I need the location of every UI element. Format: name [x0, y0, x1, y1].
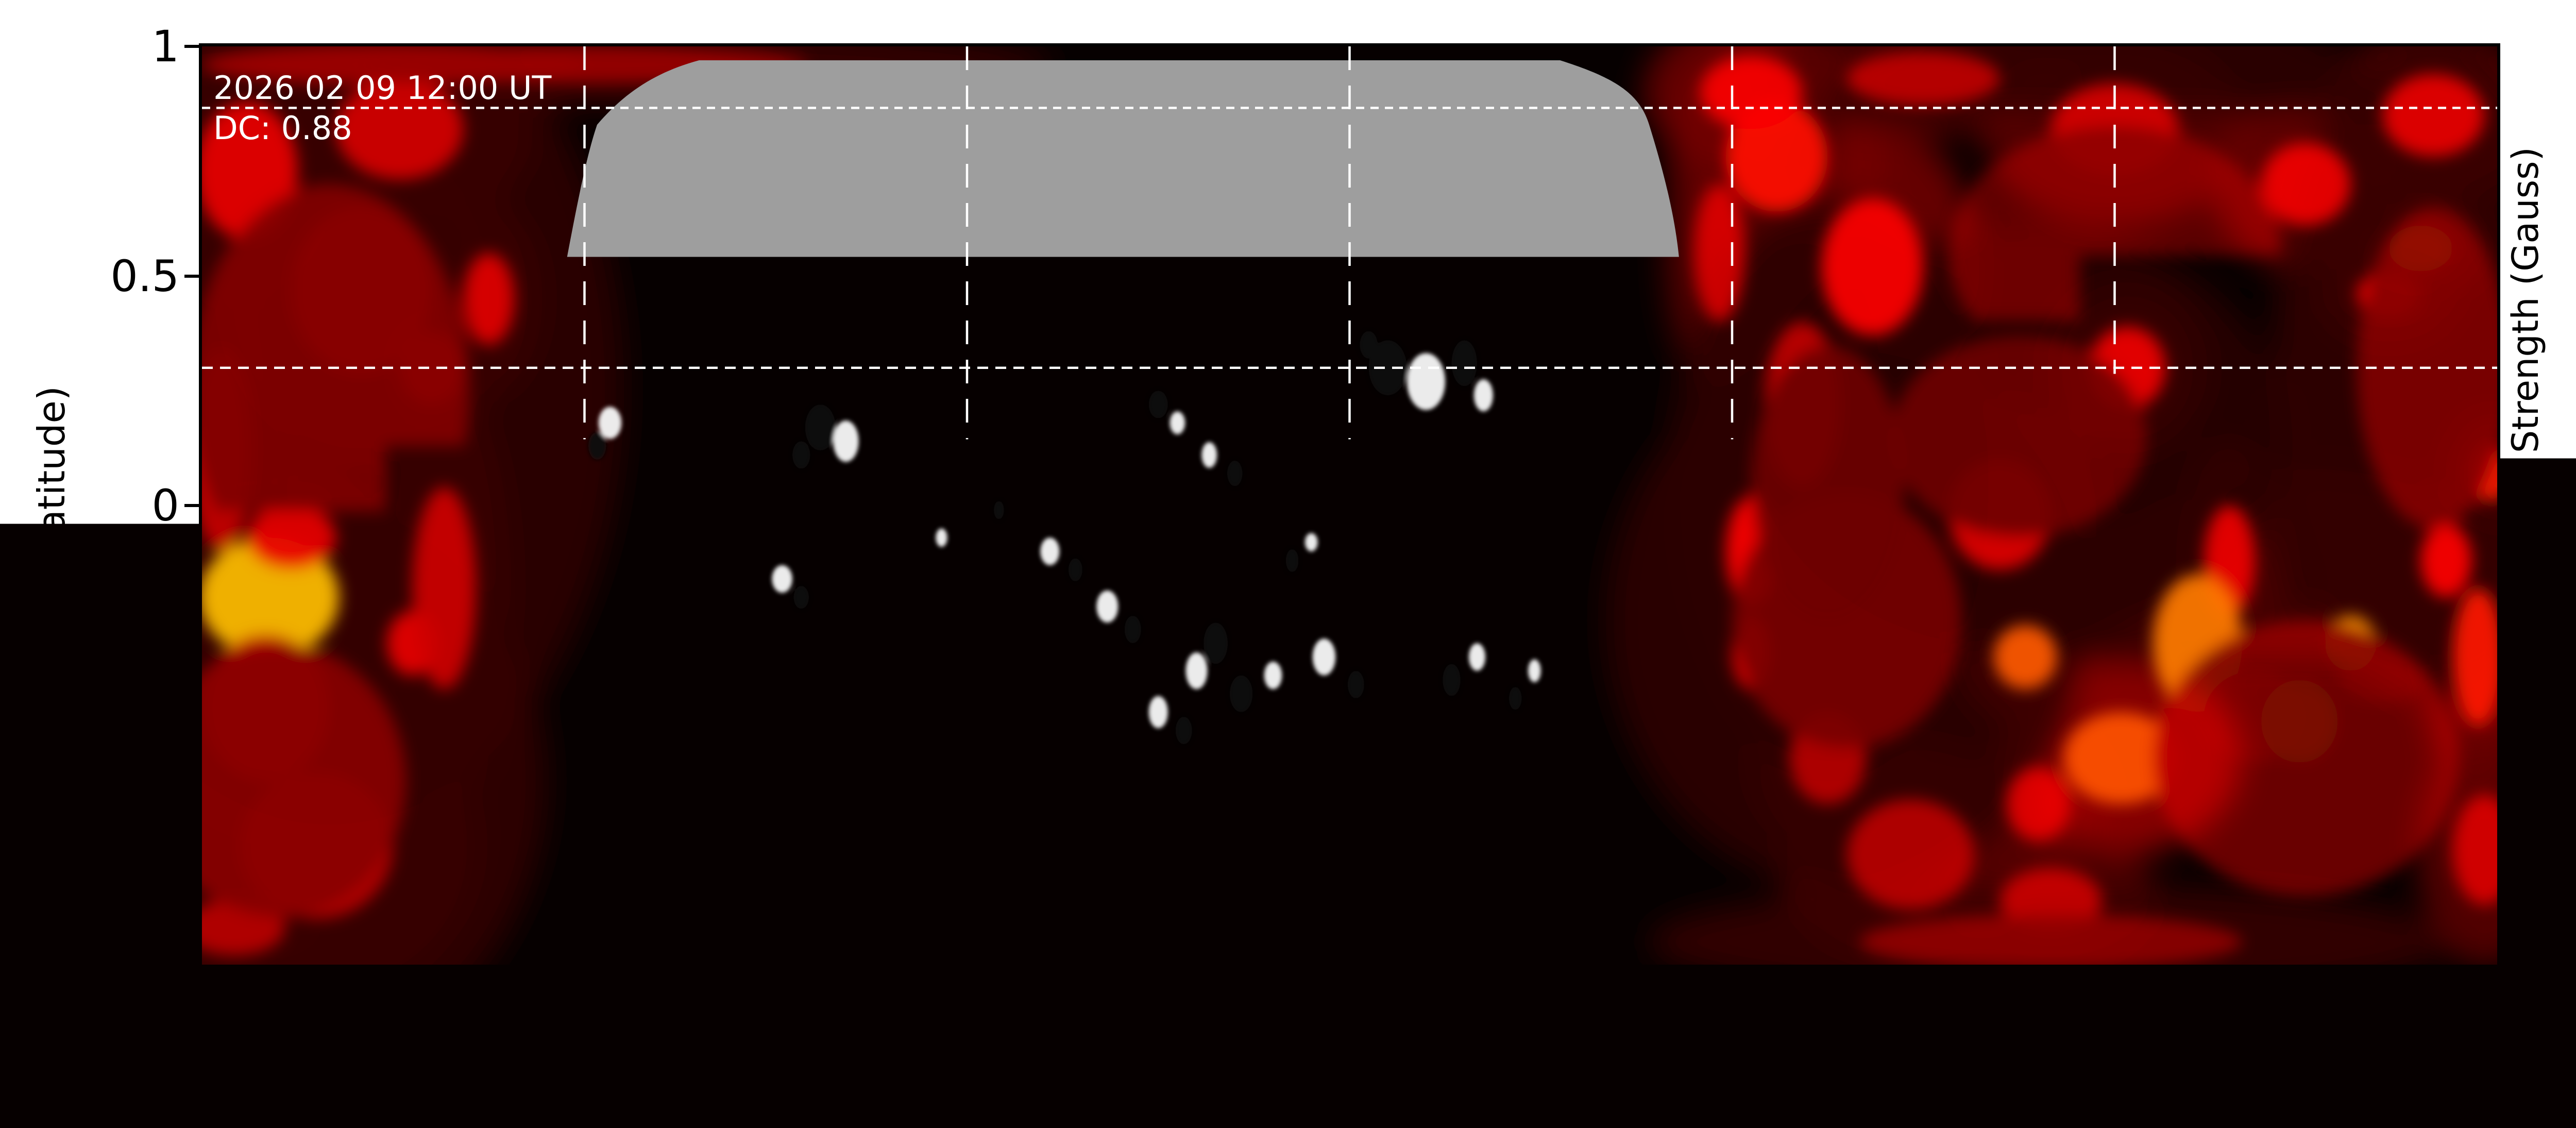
nisp-wordmark: NISP — [2379, 904, 2464, 942]
active-region — [1201, 442, 1217, 468]
farside-colorbar-label: Farside Magnetic Field Strength (Gauss) — [2504, 0, 2547, 1072]
active-region — [1474, 379, 1493, 411]
active-region — [1125, 616, 1141, 643]
active-region — [936, 529, 947, 547]
farside-blob — [1694, 184, 1745, 322]
farside-blob — [2382, 74, 2484, 156]
x-tick-label: 180 — [1273, 987, 1427, 1038]
active-region — [792, 441, 810, 468]
x-tick-mark — [1348, 968, 1351, 981]
active-region — [1040, 537, 1059, 565]
farside-blob — [1821, 198, 1923, 335]
y-tick-mark — [184, 734, 199, 737]
x-tick-label: 300 — [2038, 987, 2192, 1038]
farside-blob — [1700, 56, 1802, 129]
active-region — [1069, 558, 1082, 581]
magnetogram-plot: NSO INTEGRATED SYNOPTIC PROGRAMNISP — [202, 46, 2497, 965]
x-axis-label: Carrington Longitude — [835, 1054, 1865, 1097]
y-tick-label: -0.5 — [56, 710, 179, 761]
x-tick-label: 120 — [890, 987, 1044, 1038]
active-region — [772, 565, 792, 593]
active-region — [1509, 687, 1522, 710]
active-region — [793, 586, 809, 609]
active-region — [1528, 659, 1541, 682]
active-region — [1170, 411, 1185, 434]
farside-blob — [2421, 524, 2472, 598]
y-tick-label: 0.5 — [56, 250, 179, 302]
active-region — [833, 420, 859, 462]
x-tick-mark — [2496, 968, 2499, 981]
y-tick-label: 1 — [56, 21, 179, 72]
x-tick-mark — [1731, 968, 1734, 981]
farside-blob — [1993, 625, 2057, 689]
active-region — [1286, 549, 1299, 573]
frontside-region — [520, 60, 1694, 958]
x-tick-label: 240 — [1655, 987, 1809, 1038]
active-region — [1227, 461, 1243, 486]
x-tick-label: 60 — [507, 987, 662, 1038]
sun-core — [2412, 876, 2427, 890]
active-region — [1149, 696, 1168, 728]
active-region — [994, 501, 1004, 519]
active-region — [1230, 676, 1253, 712]
active-region — [1360, 331, 1378, 358]
farside-blob — [1751, 345, 1904, 620]
y-tick-mark — [184, 963, 199, 966]
figure: Sin(Latitude) NSO INTEGRATED SYNOPTIC PR… — [0, 0, 2576, 1128]
active-region — [1443, 664, 1461, 696]
x-tick-label: 360 — [2420, 987, 2574, 1038]
active-region — [588, 432, 606, 459]
farside-blob — [1891, 335, 2146, 537]
farside-blob — [463, 253, 514, 345]
farside-blob — [1847, 51, 2000, 106]
active-region — [1305, 533, 1318, 551]
y-tick-label: -1 — [56, 939, 179, 990]
timestamp-annotation: 2026 02 09 12:00 UT — [213, 71, 551, 105]
x-tick-mark — [965, 968, 969, 981]
y-tick-mark — [184, 45, 199, 48]
x-tick-mark — [2113, 968, 2116, 981]
active-region — [1096, 591, 1118, 622]
farside-blob — [2006, 767, 2070, 841]
active-region — [1149, 391, 1168, 418]
x-tick-mark — [583, 968, 586, 981]
active-region — [1264, 662, 1282, 689]
active-region — [1452, 340, 1478, 386]
active-region — [805, 405, 836, 450]
active-region — [599, 407, 622, 439]
active-region — [1469, 643, 1485, 670]
x-tick-label: 0 — [125, 987, 279, 1038]
y-tick-mark — [184, 504, 199, 507]
y-tick-mark — [184, 275, 199, 278]
active-region — [1185, 652, 1207, 689]
farside-blob — [202, 184, 470, 597]
y-tick-label: 0 — [56, 480, 179, 531]
x-tick-mark — [200, 968, 204, 981]
farside-blob — [1847, 799, 1975, 910]
duty-cycle-annotation: DC: 0.88 — [213, 111, 352, 145]
active-region — [1407, 353, 1445, 410]
active-region — [1176, 717, 1192, 744]
farside-blob — [2261, 143, 2350, 225]
